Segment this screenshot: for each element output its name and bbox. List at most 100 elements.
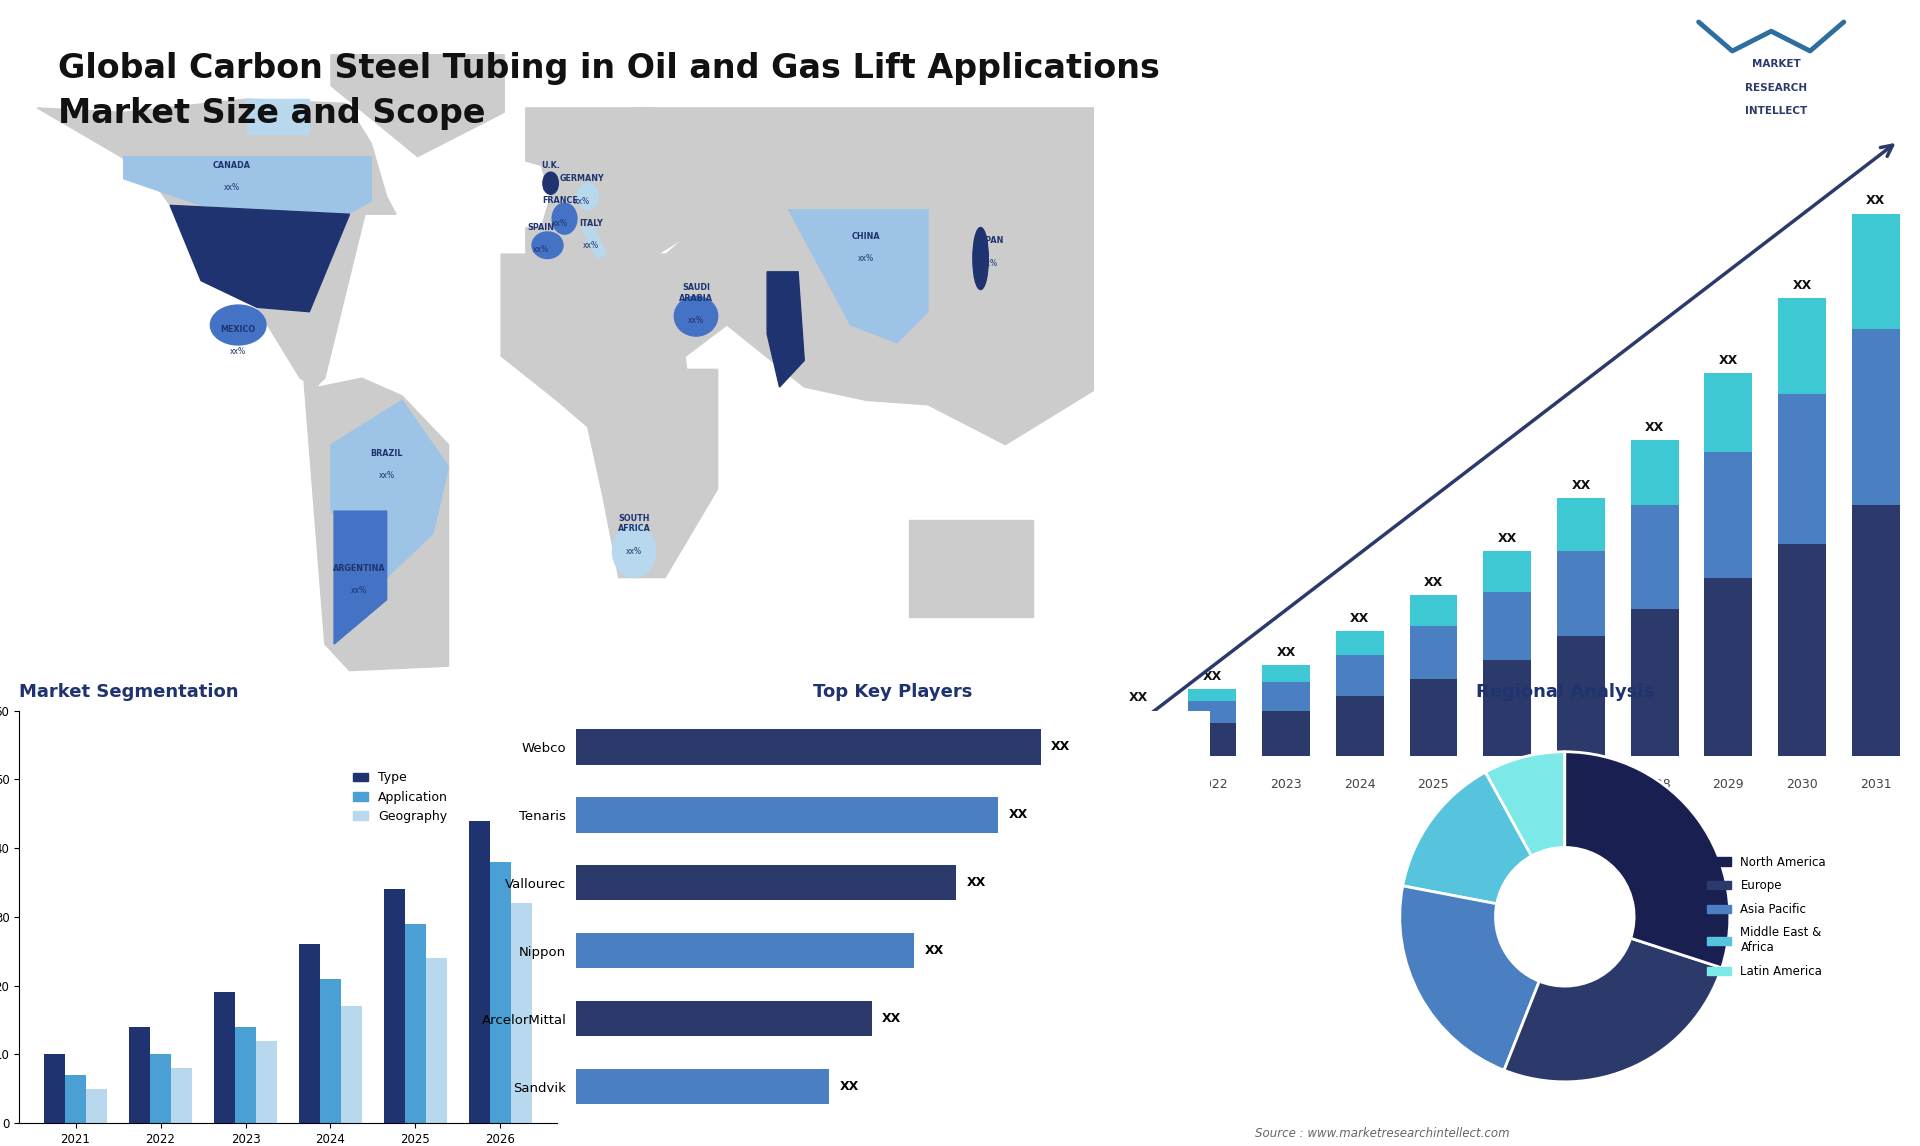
Text: xx%: xx% (574, 196, 589, 205)
Legend: North America, Europe, Asia Pacific, Middle East &
Africa, Latin America: North America, Europe, Asia Pacific, Mid… (1703, 850, 1832, 983)
Bar (1484, 551, 1530, 592)
Text: xx%: xx% (378, 471, 396, 480)
Polygon shape (330, 400, 449, 578)
Text: RESEARCH: RESEARCH (1745, 83, 1807, 93)
Text: U.S.: U.S. (238, 254, 257, 262)
Text: 2029: 2029 (1713, 778, 1743, 791)
Bar (1557, 636, 1605, 756)
Bar (1851, 505, 1899, 756)
Text: INTELLECT: INTELLECT (1745, 107, 1807, 116)
Text: INDIA: INDIA (774, 293, 799, 303)
Bar (234, 1027, 255, 1123)
Text: ITALY: ITALY (580, 219, 603, 228)
Bar (255, 1041, 276, 1123)
Bar (1336, 656, 1384, 696)
Text: 2031: 2031 (1860, 778, 1891, 791)
Polygon shape (330, 55, 505, 157)
Text: XX: XX (1010, 808, 1029, 822)
Text: 2022: 2022 (1196, 778, 1229, 791)
Bar (1409, 680, 1457, 756)
Text: XX: XX (1498, 532, 1517, 545)
Text: FRANCE: FRANCE (541, 196, 578, 205)
Ellipse shape (674, 296, 718, 336)
Bar (1630, 610, 1678, 756)
Bar (468, 821, 490, 1123)
Bar (1705, 578, 1753, 756)
Text: SPAIN: SPAIN (528, 223, 555, 231)
Text: XX: XX (1129, 691, 1148, 705)
Text: XX: XX (1277, 645, 1296, 659)
Text: BRAZIL: BRAZIL (371, 449, 403, 458)
Text: XX: XX (968, 877, 987, 889)
Legend: Type, Application, Geography: Type, Application, Geography (348, 767, 453, 827)
Text: 2023: 2023 (1271, 778, 1302, 791)
Text: JAPAN: JAPAN (975, 236, 1004, 245)
Ellipse shape (532, 231, 563, 259)
Bar (1484, 660, 1530, 756)
Text: U.K.: U.K. (541, 160, 561, 170)
Bar (1409, 626, 1457, 680)
Bar (576, 798, 998, 832)
Text: ARGENTINA: ARGENTINA (332, 564, 386, 573)
Text: xx%: xx% (543, 183, 559, 193)
Title: Top Key Players: Top Key Players (812, 683, 973, 700)
Text: GERMANY: GERMANY (559, 174, 605, 183)
Text: Global Carbon Steel Tubing in Oil and Gas Lift Applications: Global Carbon Steel Tubing in Oil and Ga… (58, 52, 1160, 85)
Bar (1261, 711, 1309, 756)
Polygon shape (910, 520, 1033, 618)
Ellipse shape (553, 203, 576, 234)
Bar (321, 979, 342, 1123)
Bar (1557, 551, 1605, 636)
Bar (65, 1075, 86, 1123)
Text: SOUTH
AFRICA: SOUTH AFRICA (618, 513, 651, 533)
Text: XX: XX (1052, 740, 1071, 753)
Text: xx%: xx% (778, 316, 793, 325)
Wedge shape (1400, 886, 1540, 1070)
Bar (150, 1054, 171, 1123)
Polygon shape (637, 108, 1114, 445)
Text: XX: XX (1202, 669, 1221, 683)
Bar (1557, 499, 1605, 551)
Bar (171, 1068, 192, 1123)
Polygon shape (789, 210, 927, 343)
Text: XX: XX (925, 944, 945, 957)
Bar (426, 958, 447, 1123)
Polygon shape (768, 272, 804, 387)
Bar (576, 1002, 872, 1036)
Polygon shape (123, 157, 371, 236)
Text: 2030: 2030 (1786, 778, 1818, 791)
Wedge shape (1486, 752, 1565, 856)
Bar (1778, 298, 1826, 394)
Bar (1336, 696, 1384, 756)
Text: XX: XX (1645, 422, 1665, 434)
Wedge shape (1503, 939, 1722, 1082)
Polygon shape (171, 205, 349, 312)
Bar (405, 924, 426, 1123)
Text: 2021: 2021 (1123, 778, 1154, 791)
Bar (342, 1006, 363, 1123)
Text: xx%: xx% (858, 254, 874, 264)
Text: 2024: 2024 (1344, 778, 1375, 791)
Bar (1116, 717, 1164, 732)
Text: Market Segmentation: Market Segmentation (19, 683, 238, 700)
Text: Market Size and Scope: Market Size and Scope (58, 97, 486, 131)
Text: 2028: 2028 (1640, 778, 1670, 791)
Bar (1851, 213, 1899, 329)
Bar (1336, 631, 1384, 656)
Text: xx%: xx% (351, 587, 367, 596)
Bar (1188, 723, 1236, 756)
Bar (1778, 544, 1826, 756)
Bar (490, 862, 511, 1123)
Bar (576, 1069, 829, 1105)
Polygon shape (334, 511, 386, 644)
Bar (384, 889, 405, 1123)
Text: MARKET: MARKET (1753, 58, 1801, 69)
Text: XX: XX (1718, 354, 1738, 367)
Polygon shape (36, 99, 396, 387)
Text: CANADA: CANADA (213, 160, 252, 170)
Bar (1188, 689, 1236, 701)
Ellipse shape (612, 525, 657, 578)
Ellipse shape (543, 172, 559, 195)
Polygon shape (501, 254, 718, 578)
Polygon shape (248, 99, 309, 134)
